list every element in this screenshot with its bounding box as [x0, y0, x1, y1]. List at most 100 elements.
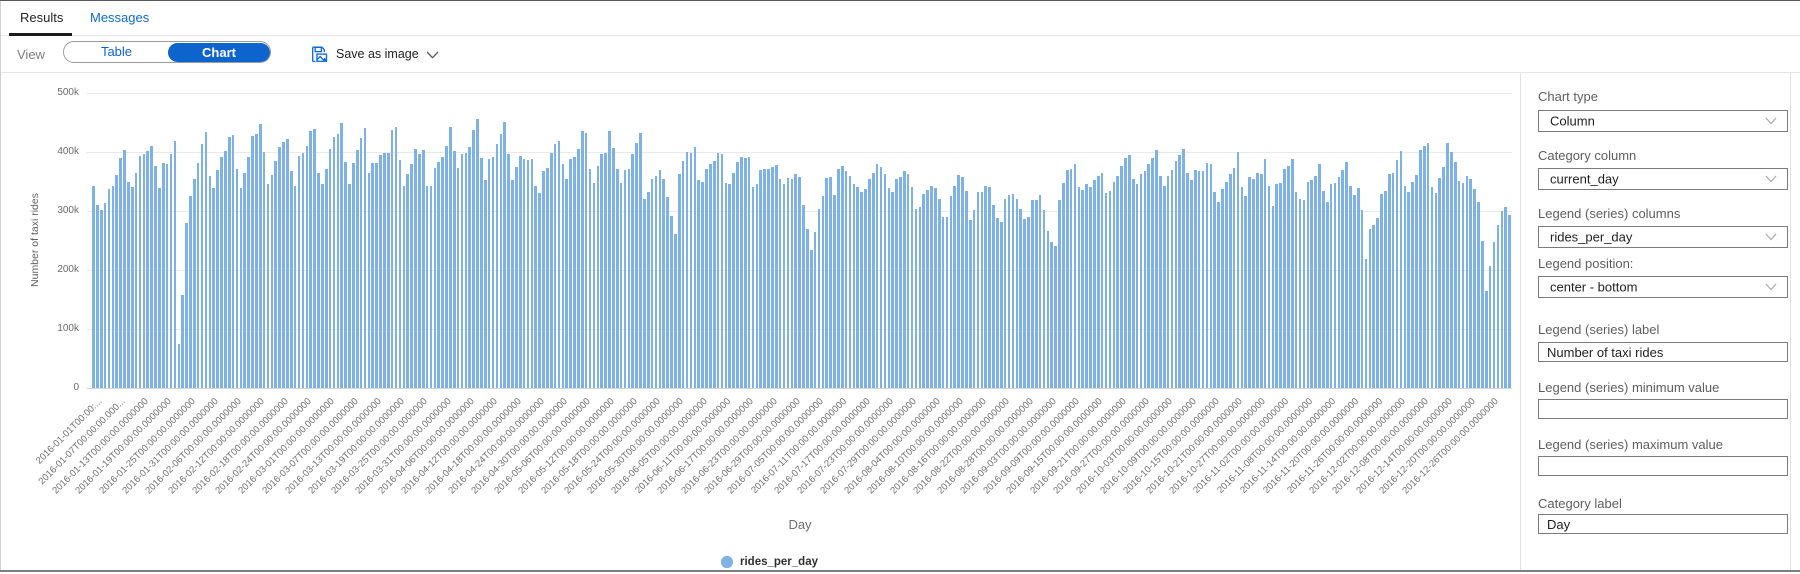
category-label-input[interactable] [1538, 514, 1788, 534]
bar [1364, 259, 1368, 388]
bar [666, 197, 669, 388]
bar [631, 153, 635, 388]
bar [1488, 265, 1492, 388]
bar [569, 159, 572, 388]
chart-view-button[interactable]: Chart [168, 42, 270, 62]
bar [456, 167, 460, 388]
legend-series-maximum-value-input[interactable] [1538, 456, 1788, 476]
bar [437, 162, 441, 388]
chevron-down-icon [1765, 175, 1777, 183]
bar [255, 134, 258, 388]
bar [433, 167, 437, 388]
bar [1205, 163, 1209, 388]
bar [534, 185, 538, 388]
bar [848, 175, 852, 388]
bar [1073, 163, 1077, 388]
bar [1166, 175, 1170, 388]
bar [755, 184, 759, 388]
bar [1322, 190, 1325, 388]
bar [957, 175, 960, 388]
bar [891, 192, 894, 388]
bar [918, 207, 922, 388]
bar [491, 157, 495, 388]
bar [542, 170, 545, 388]
bar [518, 155, 522, 388]
bar [445, 146, 448, 388]
bar [441, 157, 444, 388]
category-column-dropdown[interactable]: current_day [1538, 168, 1788, 190]
bar [786, 177, 790, 388]
bar [689, 152, 693, 388]
bar [270, 175, 274, 388]
bar [903, 170, 906, 388]
bar [1213, 191, 1216, 388]
y-tick-label: 500k [57, 87, 79, 98]
bar [693, 147, 697, 388]
bar [740, 156, 743, 388]
bar [1232, 167, 1236, 388]
save-as-image-icon[interactable] [311, 46, 328, 63]
tab-results[interactable]: Results [20, 10, 64, 25]
chart-type-dropdown[interactable]: Column [1538, 110, 1788, 132]
bar [1221, 189, 1224, 388]
bar [1426, 142, 1430, 388]
bar [1120, 166, 1123, 388]
chevron-down-icon[interactable] [426, 51, 439, 59]
pane-bottom-border [0, 570, 1800, 572]
bar [177, 343, 181, 388]
chevron-down-icon [1765, 283, 1777, 291]
bar [1259, 174, 1263, 388]
bar [937, 198, 941, 388]
bar [1271, 205, 1275, 388]
gridline [87, 152, 1512, 153]
results-toolbar: View Table Chart Save as image [0, 37, 1800, 73]
y-tick-label: 100k [57, 323, 79, 334]
bar [790, 179, 794, 388]
bar [759, 169, 763, 388]
bar [487, 159, 491, 388]
bar [1186, 172, 1189, 388]
bar [751, 187, 755, 388]
bar [1046, 231, 1050, 388]
bar [239, 187, 243, 388]
bar [227, 136, 231, 388]
tab-messages[interactable]: Messages [90, 10, 150, 25]
bar [1097, 176, 1100, 388]
bar [1089, 186, 1092, 388]
legend-series-label-input[interactable] [1538, 342, 1788, 362]
bar [468, 146, 472, 388]
bar [1155, 149, 1158, 388]
bar [608, 130, 611, 388]
y-tick-label: 0 [73, 382, 79, 393]
bar [1287, 166, 1290, 388]
bar [1236, 152, 1240, 388]
bar [1147, 163, 1151, 388]
bar [1341, 169, 1345, 388]
legend-series-minimum-value-input[interactable] [1538, 399, 1788, 419]
bar [899, 176, 902, 388]
bar [852, 183, 856, 388]
bar [398, 159, 402, 388]
bar [332, 136, 336, 388]
bar [262, 152, 266, 388]
legend-series-columns-dropdown[interactable]: rides_per_day [1538, 226, 1788, 248]
bar [1081, 189, 1085, 388]
bar [984, 186, 988, 388]
bar [1360, 209, 1364, 388]
bar [390, 130, 394, 388]
bar [495, 143, 499, 388]
table-view-button[interactable]: Table [100, 44, 133, 59]
bar [864, 189, 867, 388]
bar [1194, 169, 1197, 388]
bar [650, 179, 654, 388]
bar [1434, 193, 1438, 388]
bar [817, 208, 821, 388]
bar [99, 210, 103, 388]
bar [1356, 187, 1360, 388]
bar [945, 217, 949, 388]
legend-position-dropdown[interactable]: center - bottom [1538, 276, 1788, 298]
bar [1275, 184, 1279, 388]
category-column-value: current_day [1550, 171, 1619, 187]
save-as-image-button[interactable]: Save as image [336, 47, 419, 61]
bar [224, 151, 227, 388]
